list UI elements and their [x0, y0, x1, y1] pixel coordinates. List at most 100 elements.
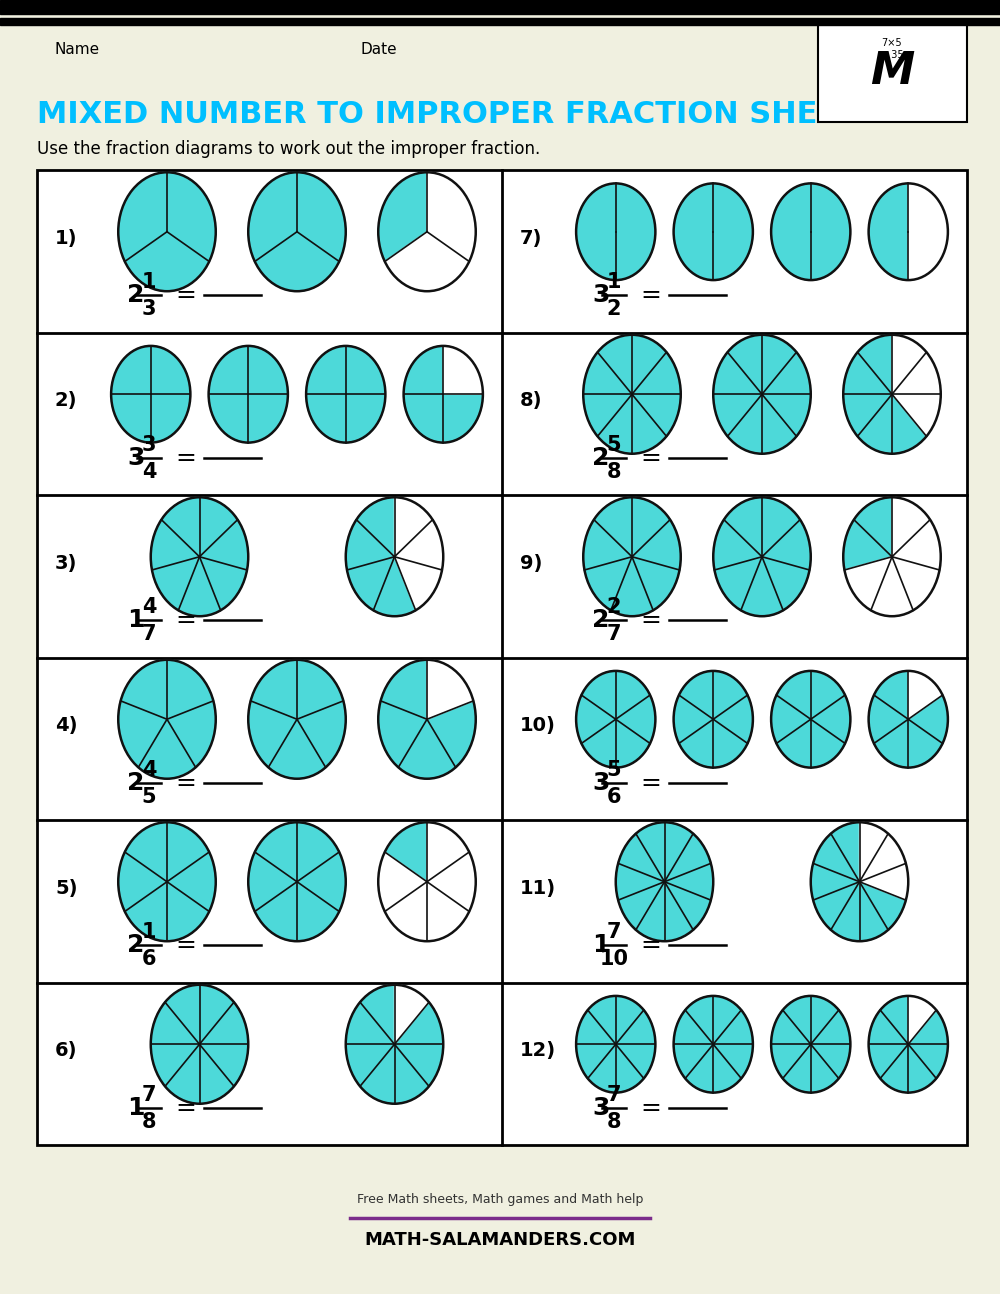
Text: Name: Name — [55, 41, 100, 57]
Polygon shape — [679, 670, 713, 719]
Text: =: = — [176, 608, 196, 633]
Polygon shape — [771, 184, 811, 280]
Polygon shape — [255, 881, 297, 941]
Polygon shape — [209, 345, 248, 395]
Polygon shape — [714, 556, 762, 611]
Polygon shape — [741, 556, 783, 616]
Polygon shape — [167, 701, 216, 767]
Polygon shape — [908, 996, 936, 1044]
Polygon shape — [297, 822, 339, 881]
Text: 3: 3 — [592, 1096, 609, 1119]
Text: 7: 7 — [142, 1084, 156, 1105]
Polygon shape — [576, 1044, 616, 1078]
Polygon shape — [762, 395, 796, 454]
Text: 1): 1) — [55, 229, 78, 247]
Polygon shape — [869, 1044, 908, 1078]
Polygon shape — [151, 1044, 200, 1086]
Polygon shape — [713, 184, 753, 280]
Text: 3: 3 — [142, 299, 156, 320]
Polygon shape — [908, 184, 948, 280]
Polygon shape — [378, 172, 427, 261]
Text: Date: Date — [360, 41, 397, 57]
Polygon shape — [373, 556, 416, 616]
Polygon shape — [200, 985, 234, 1044]
Polygon shape — [860, 822, 888, 881]
Text: 11): 11) — [520, 879, 556, 898]
Polygon shape — [443, 345, 483, 395]
Polygon shape — [394, 1044, 443, 1086]
Text: MIXED NUMBER TO IMPROPER FRACTION SHEET 2: MIXED NUMBER TO IMPROPER FRACTION SHEET … — [37, 100, 891, 129]
Bar — [37, 170, 967, 1145]
Polygon shape — [762, 520, 811, 569]
Polygon shape — [685, 996, 713, 1044]
Text: 6): 6) — [55, 1042, 78, 1060]
Polygon shape — [762, 335, 796, 395]
Polygon shape — [908, 670, 943, 719]
Polygon shape — [209, 395, 248, 443]
Polygon shape — [664, 833, 711, 881]
Polygon shape — [771, 695, 811, 744]
Text: 1: 1 — [142, 272, 156, 292]
Polygon shape — [200, 1044, 248, 1086]
Text: =: = — [176, 771, 196, 795]
Polygon shape — [892, 395, 926, 454]
Polygon shape — [165, 1044, 200, 1104]
Polygon shape — [588, 996, 616, 1044]
Text: 1: 1 — [607, 272, 621, 292]
Polygon shape — [632, 520, 681, 569]
Text: 6: 6 — [607, 787, 621, 806]
Text: 9): 9) — [520, 554, 542, 573]
Polygon shape — [892, 395, 941, 436]
Polygon shape — [427, 660, 473, 719]
Polygon shape — [616, 1044, 644, 1092]
Polygon shape — [811, 996, 839, 1044]
Polygon shape — [762, 352, 811, 395]
Polygon shape — [713, 719, 748, 767]
Polygon shape — [679, 719, 713, 767]
Text: 3): 3) — [55, 554, 77, 573]
Polygon shape — [811, 1044, 839, 1092]
Polygon shape — [151, 520, 200, 569]
Text: =: = — [176, 933, 196, 958]
Polygon shape — [378, 701, 427, 767]
Text: 8: 8 — [607, 1112, 621, 1132]
Text: 7×5
= 35: 7×5 = 35 — [880, 38, 904, 60]
Text: 2: 2 — [592, 445, 609, 470]
Polygon shape — [874, 670, 908, 719]
Polygon shape — [618, 833, 664, 881]
Polygon shape — [151, 345, 190, 395]
Text: 2: 2 — [607, 299, 621, 320]
Text: =: = — [641, 608, 661, 633]
Polygon shape — [200, 497, 238, 556]
Polygon shape — [713, 1044, 753, 1078]
Polygon shape — [783, 1044, 811, 1092]
Polygon shape — [869, 1011, 908, 1044]
Polygon shape — [713, 1044, 741, 1092]
Polygon shape — [616, 1044, 655, 1078]
Polygon shape — [394, 985, 429, 1044]
Polygon shape — [713, 520, 762, 569]
Polygon shape — [632, 352, 681, 395]
Polygon shape — [892, 352, 941, 395]
Polygon shape — [598, 335, 632, 395]
Polygon shape — [394, 1002, 443, 1044]
Polygon shape — [811, 1044, 850, 1078]
Polygon shape — [165, 985, 200, 1044]
Polygon shape — [871, 556, 913, 616]
Polygon shape — [783, 996, 811, 1044]
Polygon shape — [427, 851, 476, 911]
Polygon shape — [713, 996, 741, 1044]
Polygon shape — [255, 232, 339, 291]
Polygon shape — [583, 520, 632, 569]
Polygon shape — [892, 520, 941, 569]
Polygon shape — [860, 863, 908, 901]
Polygon shape — [346, 395, 385, 443]
Polygon shape — [616, 863, 664, 901]
Polygon shape — [908, 719, 943, 767]
Polygon shape — [360, 985, 394, 1044]
Polygon shape — [674, 184, 713, 280]
Polygon shape — [200, 520, 248, 569]
Text: 5: 5 — [142, 787, 156, 806]
Polygon shape — [583, 395, 632, 436]
Polygon shape — [248, 345, 288, 395]
